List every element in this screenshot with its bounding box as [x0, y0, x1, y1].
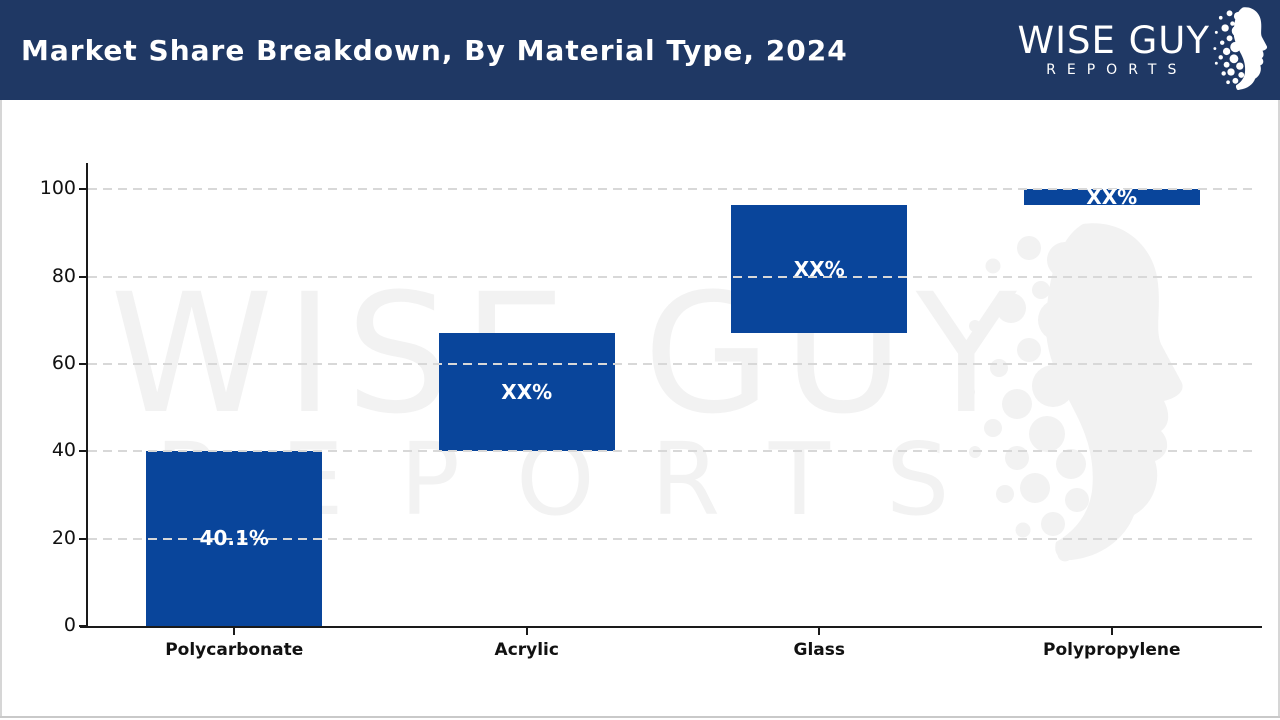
page-border-right: [1278, 100, 1280, 718]
brand-logo: WISE GUY REPORTS: [1018, 0, 1268, 100]
x-axis-spine: [80, 626, 1262, 628]
y-tick-mark: [79, 537, 87, 540]
gridline: [88, 450, 1258, 453]
y-tick-label: 0: [63, 614, 76, 636]
bar-value-label: XX%: [793, 256, 845, 281]
bar: XX%: [731, 205, 908, 333]
gridline: [88, 362, 1258, 365]
page-border-left: [0, 100, 2, 718]
header: Market Share Breakdown, By Material Type…: [0, 0, 1280, 100]
bar-value-label: XX%: [1086, 189, 1138, 206]
y-tick-mark: [79, 450, 87, 453]
bar: XX%: [1023, 189, 1200, 206]
x-axis-category-label: Polypropylene: [1042, 640, 1181, 660]
x-tick-mark: [233, 628, 236, 635]
y-tick-label: 100: [39, 177, 76, 200]
page-title: Market Share Breakdown, By Material Type…: [21, 33, 848, 67]
brand-subname: REPORTS: [1046, 62, 1188, 78]
bar: 40.1%: [146, 450, 323, 626]
x-axis-category-label: Polycarbonate: [165, 640, 304, 660]
y-tick-label: 80: [51, 264, 76, 287]
bar-value-label: XX%: [501, 379, 553, 404]
x-axis-category-label: Acrylic: [494, 640, 559, 660]
bar: XX%: [438, 332, 615, 451]
brand-name: WISE GUY: [1017, 19, 1210, 62]
x-tick-mark: [525, 628, 528, 635]
gridline: [88, 188, 1258, 191]
y-axis-spine: [86, 163, 88, 628]
bar-value-label: 40.1%: [199, 526, 269, 551]
y-tick-label: 20: [51, 526, 76, 549]
x-tick-mark: [1110, 628, 1113, 635]
y-tick-mark: [79, 625, 87, 627]
page-border-bottom: [0, 716, 1280, 718]
y-tick-mark: [79, 188, 87, 191]
gridline: [88, 537, 1258, 540]
y-tick-mark: [79, 362, 87, 365]
y-tick-label: 60: [51, 351, 76, 374]
x-axis-category-label: Glass: [793, 640, 846, 660]
y-tick-mark: [79, 275, 87, 278]
x-tick-mark: [818, 628, 821, 635]
gridline: [88, 275, 1258, 278]
brand-logo-text: WISE GUY REPORTS: [1018, 22, 1210, 78]
y-tick-label: 40: [51, 439, 76, 462]
